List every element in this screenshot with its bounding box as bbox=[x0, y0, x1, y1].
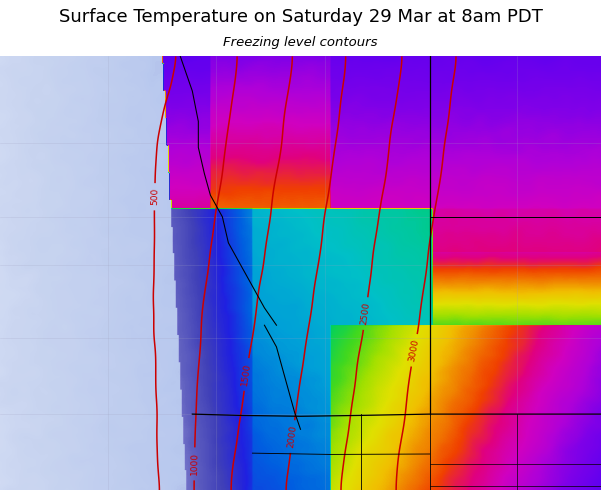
Text: 3000: 3000 bbox=[407, 338, 421, 363]
Text: 2000: 2000 bbox=[287, 425, 299, 448]
Text: 500: 500 bbox=[150, 188, 159, 205]
Text: Freezing level contours: Freezing level contours bbox=[223, 36, 378, 49]
Text: 2500: 2500 bbox=[359, 302, 371, 325]
Text: 1000: 1000 bbox=[190, 452, 199, 475]
Text: 1500: 1500 bbox=[240, 363, 252, 387]
Text: Surface Temperature on Saturday 29 Mar at 8am PDT: Surface Temperature on Saturday 29 Mar a… bbox=[58, 8, 543, 26]
